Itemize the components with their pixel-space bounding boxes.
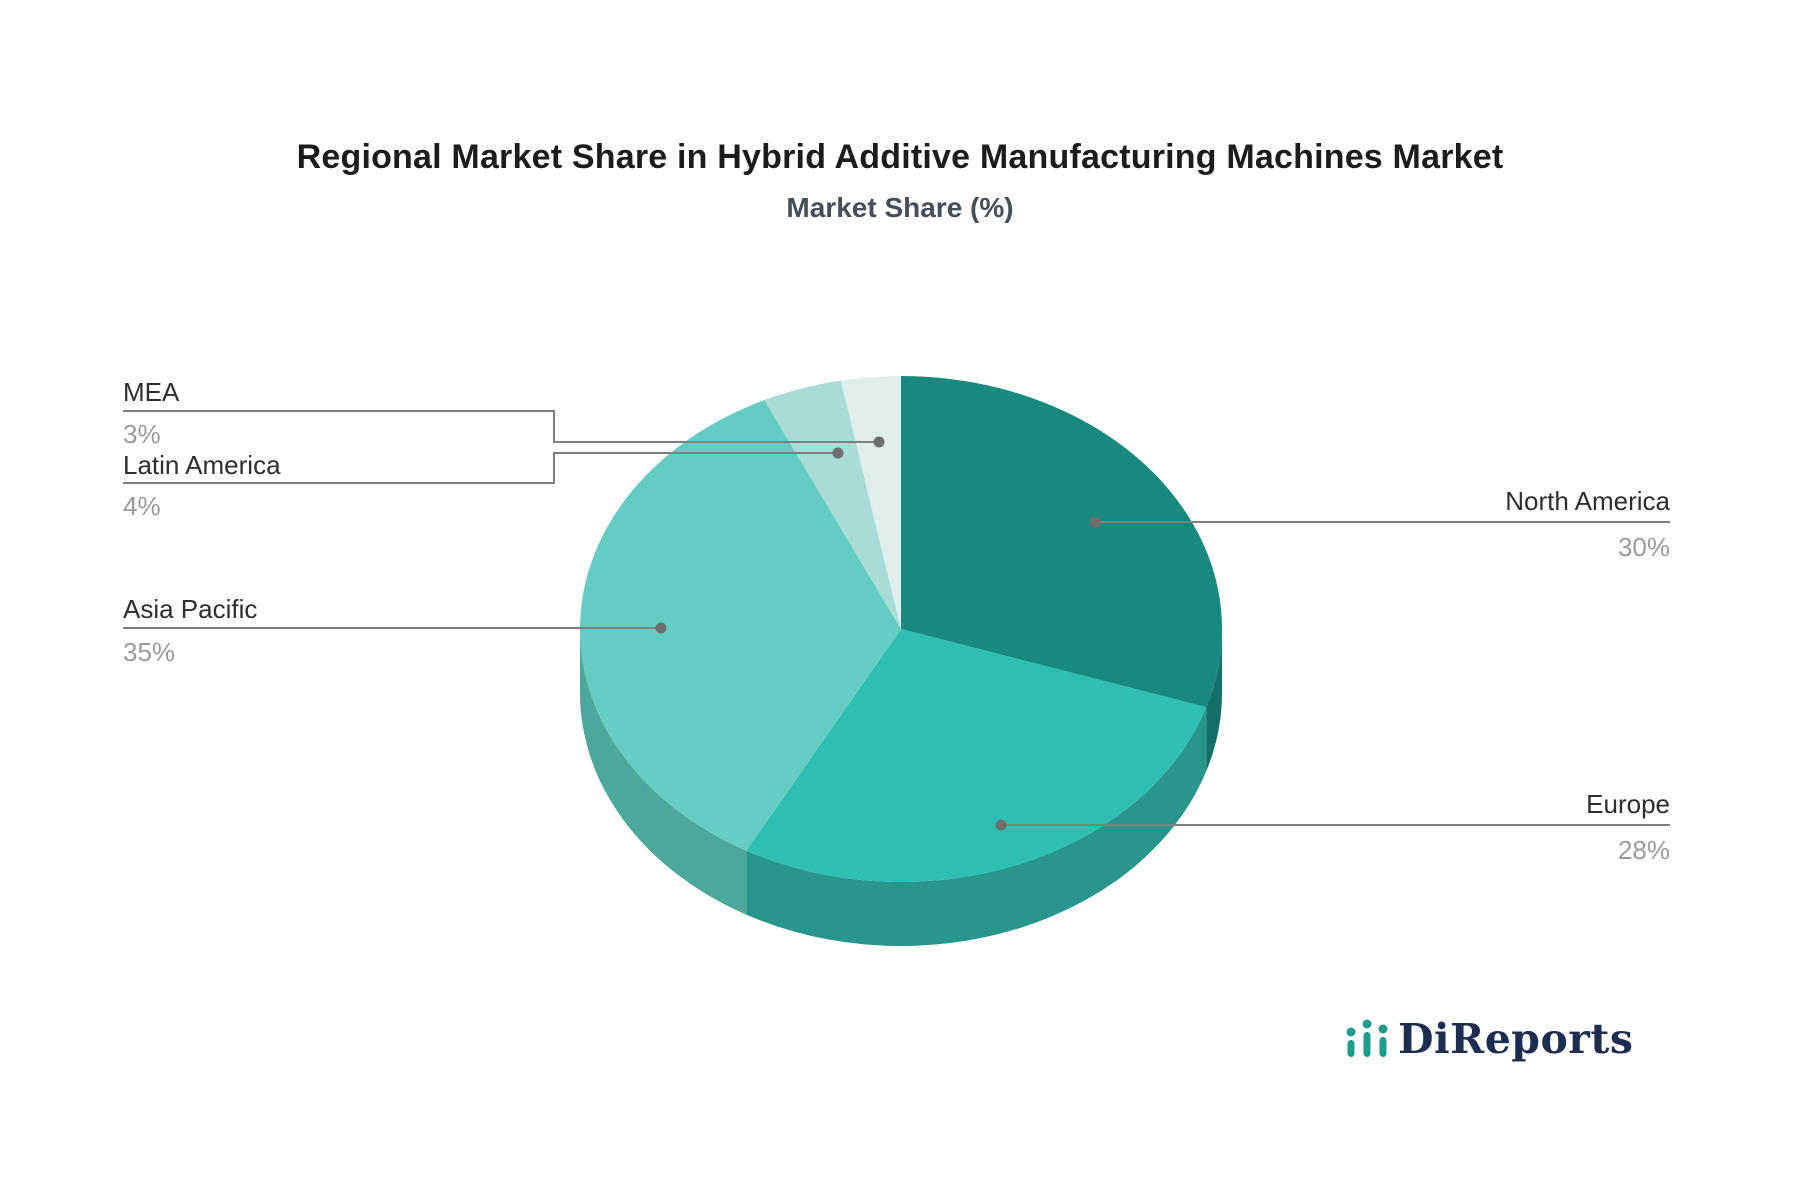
leader-line-latin-america xyxy=(123,452,838,484)
chart-title: Regional Market Share in Hybrid Additive… xyxy=(296,138,1504,176)
slice-percent-asia-pacific: 35% xyxy=(123,637,176,667)
slice-label-asia-pacific: Asia Pacific xyxy=(123,594,258,624)
slice-label-latin-america: Latin America xyxy=(123,450,281,480)
pie-rim-north-america xyxy=(1206,629,1222,772)
slice-label-north-america: North America xyxy=(1505,486,1670,516)
pie-rim-asia-pacific xyxy=(580,629,747,915)
slice-label-mea: MEA xyxy=(123,377,180,407)
slice-label-europe: Europe xyxy=(1586,789,1670,819)
leader-dot-mea xyxy=(873,436,885,448)
logo-text: DiReports xyxy=(1398,1015,1634,1063)
pie-slice-mea[interactable] xyxy=(840,376,901,629)
leader-dot-latin-america xyxy=(832,447,844,459)
pie-slice-north-america[interactable] xyxy=(901,376,1222,708)
slice-percent-latin-america: 4% xyxy=(123,491,161,521)
slice-percent-north-america: 30% xyxy=(1617,532,1670,562)
slice-percent-europe: 28% xyxy=(1617,835,1670,865)
leader-line-mea xyxy=(123,410,879,443)
bar-chart-icon xyxy=(1346,1019,1388,1057)
leader-dot-europe xyxy=(995,819,1007,831)
slice-percent-mea: 3% xyxy=(123,419,161,449)
leader-dot-north-america xyxy=(1089,516,1101,528)
pie-slice-asia-pacific[interactable] xyxy=(579,400,901,851)
chart-subtitle: Market Share (%) xyxy=(786,192,1014,223)
pie-slice-europe[interactable] xyxy=(746,629,1207,882)
pie-rim-europe xyxy=(746,707,1207,946)
leader-dot-asia-pacific xyxy=(655,622,667,634)
direports-logo: DiReports xyxy=(1344,1014,1633,1060)
